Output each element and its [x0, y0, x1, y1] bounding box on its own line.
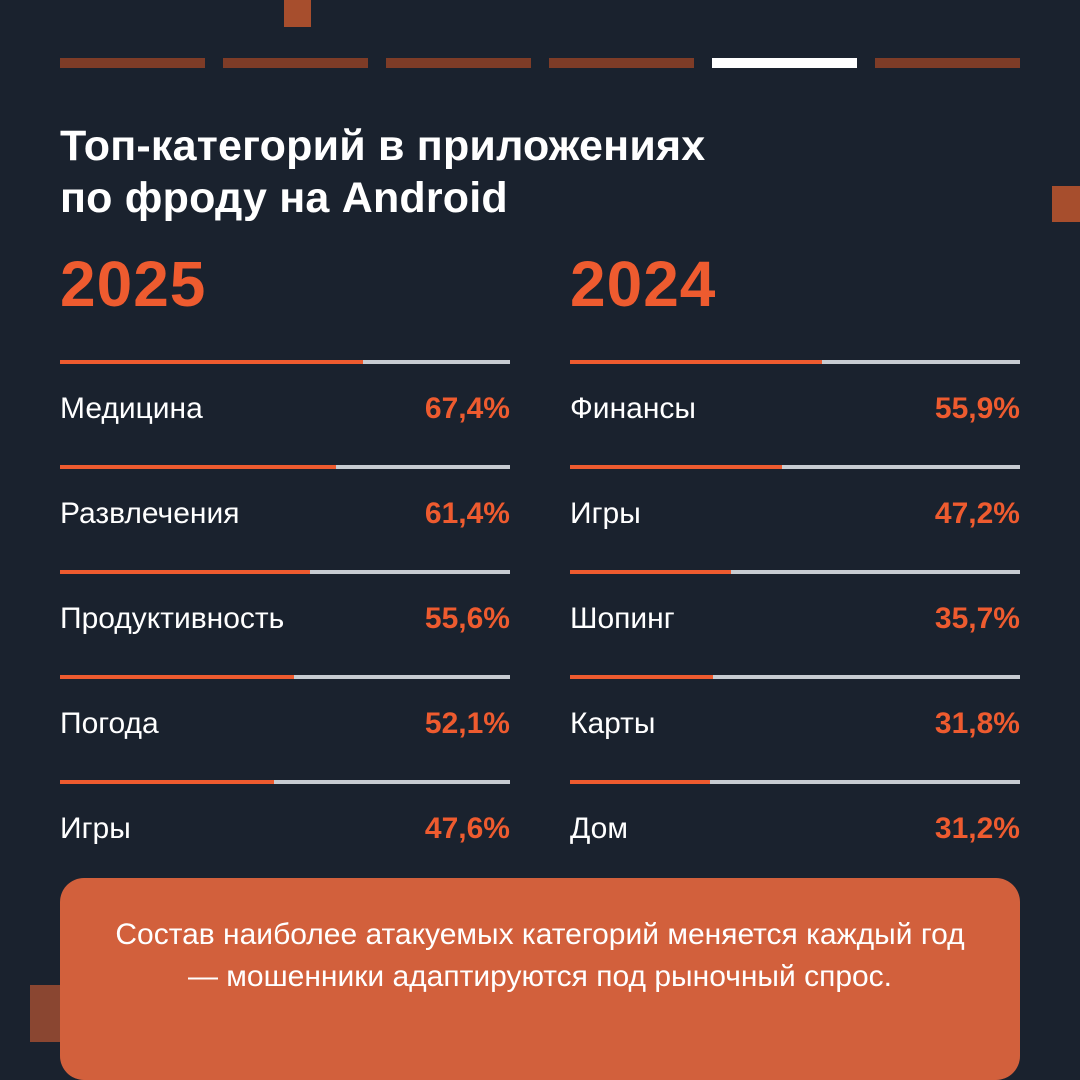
category-label: Карты [570, 707, 656, 740]
category-bar-track [570, 570, 1020, 574]
category-value: 31,2% [934, 812, 1020, 845]
category-label: Шопинг [570, 602, 675, 635]
progress-segment [60, 58, 205, 68]
category-bar-track [570, 465, 1020, 469]
category-bar-fill [60, 360, 364, 364]
page-title-line1: Топ-категорий в приложениях [60, 122, 706, 170]
category-bar-track [60, 780, 510, 784]
category-bar-fill [570, 570, 731, 574]
category-label: Развлечения [60, 497, 240, 530]
category-bar-track [570, 675, 1020, 679]
decor-square-top [284, 0, 311, 27]
category-bar-track [60, 675, 510, 679]
category-value: 61,4% [424, 497, 510, 530]
category-bar-track [60, 360, 510, 364]
column-2025: 2025 Медицина 67,4% Развлечения 61,4% Пр [60, 252, 510, 885]
category-row: Развлечения 61,4% [60, 465, 510, 570]
category-row: Карты 31,8% [570, 675, 1020, 780]
category-value: 67,4% [424, 392, 510, 425]
progress-segment [386, 58, 531, 68]
category-value: 47,2% [934, 497, 1020, 530]
category-bar-fill [570, 780, 711, 784]
category-bar-fill [570, 465, 783, 469]
category-label: Финансы [570, 392, 696, 425]
progress-segment [223, 58, 368, 68]
category-row: Дом 31,2% [570, 780, 1020, 885]
category-label: Погода [60, 707, 159, 740]
category-bar-fill [570, 360, 822, 364]
progress-bar [60, 58, 1020, 68]
progress-segment [712, 58, 857, 68]
category-bar-fill [60, 570, 311, 574]
year-heading-2024: 2024 [570, 248, 717, 320]
category-bar-track [60, 465, 510, 469]
column-2024: 2024 Финансы 55,9% Игры 47,2% Шопинг [570, 252, 1020, 885]
category-value: 52,1% [424, 707, 510, 740]
year-heading-2025: 2025 [60, 248, 207, 320]
category-row: Игры 47,6% [60, 780, 510, 885]
category-row: Шопинг 35,7% [570, 570, 1020, 675]
category-row: Финансы 55,9% [570, 360, 1020, 465]
category-bar-track [570, 360, 1020, 364]
category-row: Продуктивность 55,6% [60, 570, 510, 675]
decor-square-right [1052, 186, 1080, 222]
category-value: 55,9% [934, 392, 1020, 425]
category-label: Медицина [60, 392, 203, 425]
callout-box: Состав наиболее атакуемых категорий меня… [60, 878, 1020, 1080]
year-columns: 2025 Медицина 67,4% Развлечения 61,4% Пр [60, 252, 1020, 885]
category-bar-fill [570, 675, 714, 679]
category-bar-fill [60, 675, 295, 679]
page-title: Топ-категорий в приложениях по фроду на … [60, 120, 705, 225]
category-bar-fill [60, 780, 275, 784]
page-title-line2: по фроду на Android [60, 174, 508, 223]
category-value: 47,6% [424, 812, 510, 845]
progress-segment [875, 58, 1020, 68]
category-bar-track [60, 570, 510, 574]
category-label: Игры [60, 812, 131, 845]
category-value: 55,6% [424, 602, 510, 635]
callout-text: Состав наиболее атакуемых категорий меня… [115, 918, 965, 993]
category-bar-track [570, 780, 1020, 784]
category-value: 35,7% [934, 602, 1020, 635]
progress-segment [549, 58, 694, 68]
category-row: Игры 47,2% [570, 465, 1020, 570]
category-bar-fill [60, 465, 337, 469]
category-row: Медицина 67,4% [60, 360, 510, 465]
category-value: 31,8% [934, 707, 1020, 740]
category-row: Погода 52,1% [60, 675, 510, 780]
category-label: Дом [570, 812, 628, 845]
category-label: Продуктивность [60, 602, 285, 635]
category-label: Игры [570, 497, 641, 530]
